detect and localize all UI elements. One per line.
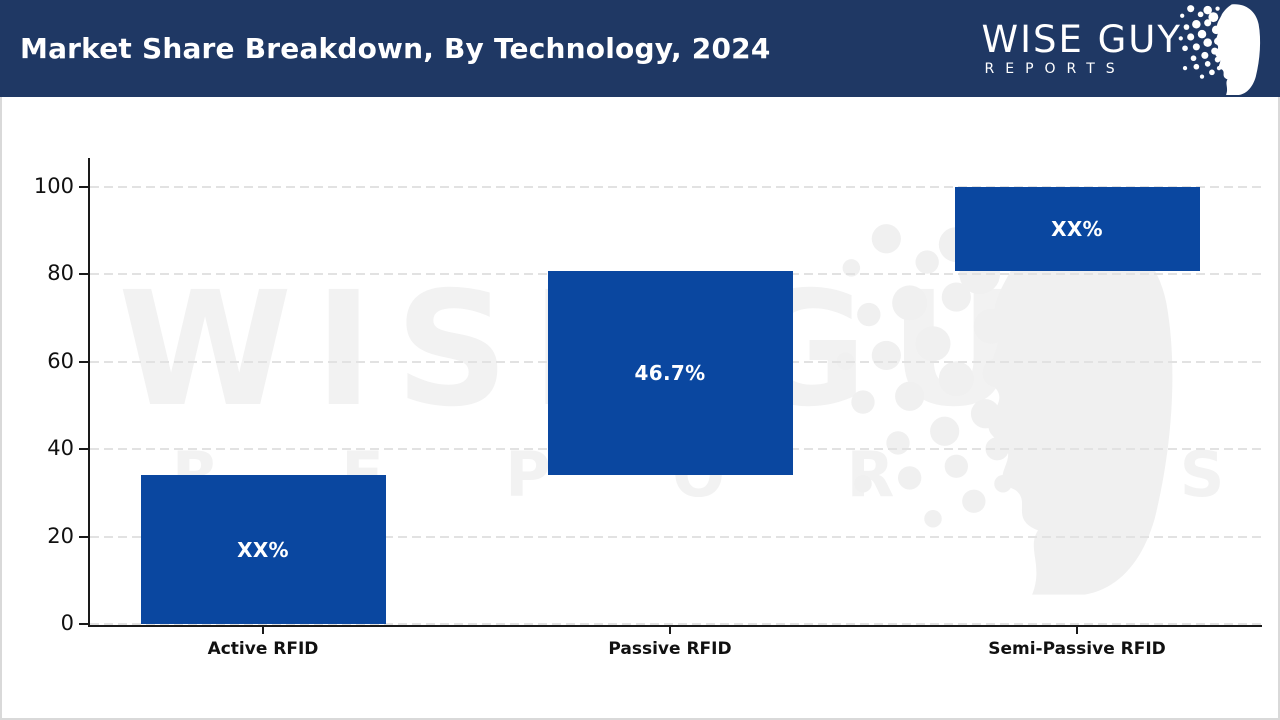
category-label-0: Active RFID [207,639,319,659]
bar-semi-passive-rfid: XX% [954,187,1200,271]
bar-active-rfid: XX% [140,475,386,624]
category-label-2: Semi-Passive RFID [988,639,1166,659]
y-tick-20 [79,536,88,538]
y-axis-line [88,158,90,625]
y-tick-label-100: 100 [33,174,74,198]
chart-frame-border [0,97,1280,720]
y-tick-60 [79,361,88,363]
x-axis-line [88,625,1262,627]
gridline-100 [90,186,1262,188]
y-tick-label-40: 40 [47,436,74,460]
face-profile-logo-icon [1178,3,1261,95]
bar-value-label: XX% [1051,217,1103,241]
logo-text: WISE GUY REPORTS [982,21,1182,77]
x-tick-1 [669,627,671,634]
gridline-0 [90,623,1262,625]
logo-wordmark: WISE GUY [981,17,1182,61]
page-title: Market Share Breakdown, By Technology, 2… [20,32,771,65]
y-tick-80 [79,273,88,275]
header: Market Share Breakdown, By Technology, 2… [0,0,1280,97]
bar-passive-rfid: 46.7% [547,271,793,475]
bar-value-label: 46.7% [634,361,706,385]
x-tick-0 [262,627,264,634]
y-tick-label-80: 80 [47,261,74,285]
y-tick-0 [79,623,88,625]
bar-value-label: XX% [237,537,289,562]
y-tick-40 [79,448,88,450]
logo: WISE GUY REPORTS [982,3,1262,95]
watermark-face-profile-icon [836,220,1173,595]
y-tick-label-60: 60 [47,349,74,373]
category-label-1: Passive RFID [608,639,732,659]
y-tick-100 [79,186,88,188]
x-tick-2 [1076,627,1078,634]
gridline-20 [90,536,1262,538]
y-tick-label-0: 0 [60,611,74,635]
y-tick-label-20: 20 [47,524,74,548]
logo-reports-label: REPORTS [984,60,1126,77]
